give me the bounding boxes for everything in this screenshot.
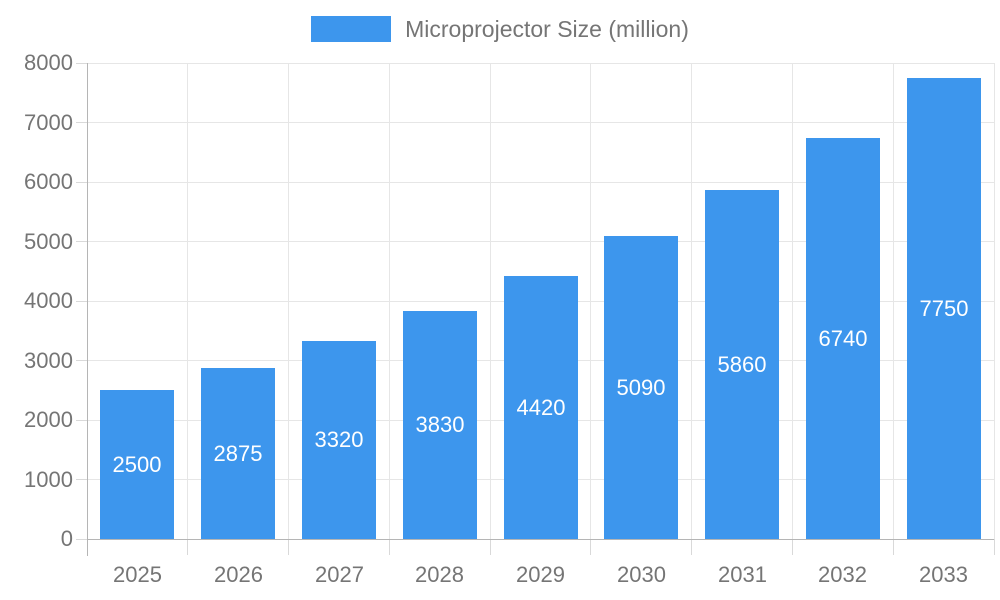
bar-2031[interactable] [705,190,779,539]
y-gridline [87,181,994,183]
y-axis-label: 6000 [24,169,73,194]
x-gridline [489,63,491,539]
legend-swatch [311,16,392,42]
y-axis-label: 4000 [24,288,73,313]
bar-value-label: 7750 [919,296,969,321]
y-gridline [87,241,994,242]
x-gridline [892,63,894,539]
y-gridline [87,122,994,123]
y-axis-tick [76,181,87,183]
y-axis-tick [76,479,87,480]
bar-2026[interactable] [201,368,275,539]
x-gridline [993,63,995,539]
y-axis-tick [76,241,87,242]
y-axis-tick [76,538,87,540]
x-gridline [388,63,390,539]
x-axis-label: 2027 [315,562,364,587]
y-axis-label: 2000 [24,407,73,432]
x-gridline [590,63,592,539]
x-axis-label: 2026 [214,562,263,587]
bar-2028[interactable] [403,311,477,539]
x-axis-tick [489,539,491,555]
y-axis-tick [76,360,87,361]
y-axis-tick [76,122,87,123]
bar-value-label: 2875 [213,441,263,466]
y-axis-label: 7000 [24,109,73,135]
bar-value-label: 5860 [717,352,767,377]
bar-2030[interactable] [604,236,678,539]
x-gridline [791,63,793,539]
y-axis-label: 1000 [24,466,73,492]
x-axis-tick [892,539,894,555]
x-axis-tick [388,539,390,555]
x-axis-tick [791,539,793,555]
bar-value-label: 6740 [818,326,868,351]
x-axis-label: 2028 [415,562,464,587]
bar-value-label: 3320 [314,427,364,452]
x-axis-tick [187,539,189,555]
y-axis-label: 8000 [24,50,73,75]
x-axis-tick [288,539,290,555]
y-axis-tick [76,300,87,302]
y-axis-tick [76,419,87,421]
x-axis-line [87,538,994,540]
x-axis-tick [590,539,592,555]
bar-2029[interactable] [504,276,578,539]
bar-2032[interactable] [806,138,880,539]
x-axis-label: 2033 [919,562,968,587]
legend-label: Microprojector Size (million) [405,15,689,42]
x-gridline [187,63,189,539]
x-axis-label: 2029 [516,562,565,587]
bar-value-label: 4420 [516,395,566,420]
bar-value-label: 5090 [616,375,666,400]
y-axis-label: 5000 [24,228,73,254]
x-axis-label: 2030 [617,562,666,587]
y-axis-line [86,63,88,556]
y-gridline [87,62,994,64]
y-axis-tick [76,62,87,64]
bar-2033[interactable] [907,78,981,539]
bar-2027[interactable] [302,341,376,539]
x-axis-label: 2032 [818,562,867,587]
bar-value-label: 2500 [112,452,162,477]
y-axis-label: 3000 [24,347,73,373]
x-axis-tick [993,539,995,555]
bar-value-label: 3830 [415,412,465,437]
y-axis-label: 0 [60,526,73,551]
x-axis-label: 2031 [718,562,767,587]
bar-2025[interactable] [100,390,174,539]
x-gridline [288,63,290,539]
x-axis-label: 2025 [113,562,162,587]
chart-legend: Microprojector Size (million) [0,14,1000,44]
x-axis-tick [691,539,693,555]
x-gridline [691,63,693,539]
